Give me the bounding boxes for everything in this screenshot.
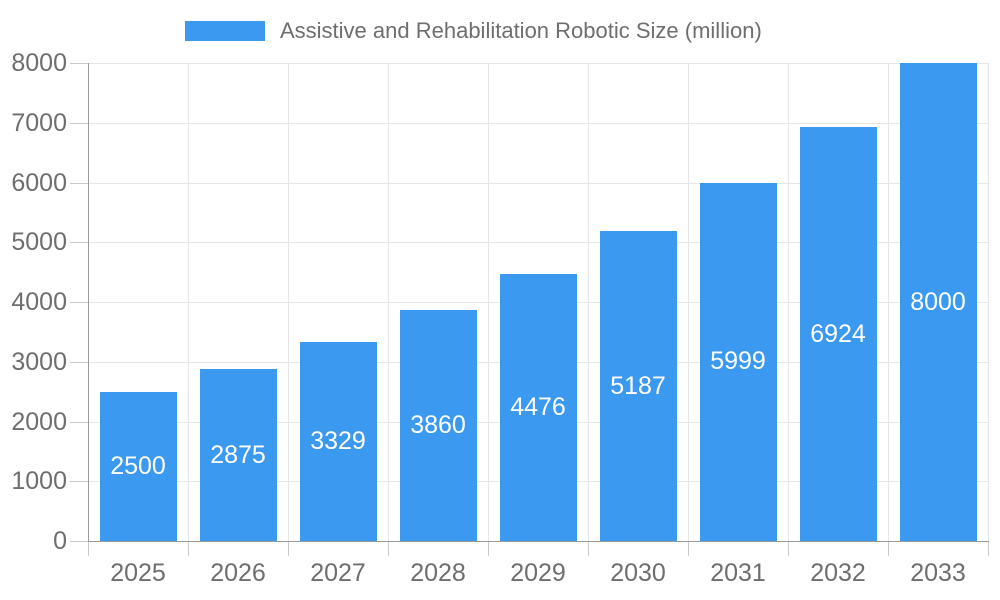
- bar-2025[interactable]: 2500: [99, 391, 177, 541]
- bar-2031[interactable]: 5999: [699, 182, 777, 541]
- x-axis-tick: [188, 541, 189, 556]
- y-axis-line: [88, 63, 89, 541]
- x-axis-tick: [588, 541, 589, 556]
- y-axis-label: 0: [53, 527, 67, 555]
- gridline-vertical: [788, 63, 789, 541]
- x-axis-label-2028: 2028: [410, 559, 466, 587]
- y-axis-tick: [70, 481, 88, 482]
- bar-value-label: 2500: [110, 451, 166, 480]
- bar-value-label: 5999: [710, 347, 766, 376]
- bar-2030[interactable]: 5187: [599, 231, 677, 541]
- bar-value-label: 5187: [610, 371, 666, 400]
- y-axis-tick: [70, 63, 88, 64]
- y-axis-label: 4000: [11, 288, 67, 316]
- x-axis-line: [88, 541, 989, 542]
- y-axis-label: 1000: [11, 467, 67, 495]
- x-axis-label-2030: 2030: [610, 559, 666, 587]
- gridline-vertical: [488, 63, 489, 541]
- gridline-vertical: [588, 63, 589, 541]
- bar-2033[interactable]: 8000: [899, 63, 977, 541]
- bar-2027[interactable]: 3329: [299, 342, 377, 541]
- legend-label: Assistive and Rehabilitation Robotic Siz…: [280, 18, 762, 43]
- gridline-vertical: [288, 63, 289, 541]
- x-axis-tick: [788, 541, 789, 556]
- x-axis-label-2026: 2026: [210, 559, 266, 587]
- x-axis-tick: [88, 541, 89, 556]
- bar-2028[interactable]: 3860: [399, 310, 477, 541]
- y-axis-tick: [70, 302, 88, 303]
- x-axis-tick: [688, 541, 689, 556]
- bar-value-label: 3329: [310, 427, 366, 456]
- bar-2032[interactable]: 6924: [799, 127, 877, 541]
- x-axis-label-2027: 2027: [310, 559, 366, 587]
- y-axis-label: 5000: [11, 228, 67, 256]
- y-axis-tick: [70, 123, 88, 124]
- gridline-vertical: [388, 63, 389, 541]
- gridline-horizontal: [88, 123, 988, 124]
- gridline-horizontal: [88, 183, 988, 184]
- y-axis-label: 8000: [11, 49, 67, 77]
- gridline-horizontal: [88, 63, 988, 64]
- gridline-horizontal: [88, 242, 988, 243]
- x-axis-label-2031: 2031: [710, 559, 766, 587]
- x-axis-tick: [288, 541, 289, 556]
- bar-2029[interactable]: 4476: [499, 273, 577, 541]
- y-axis-tick: [70, 422, 88, 423]
- x-axis-label-2025: 2025: [110, 559, 166, 587]
- bar-value-label: 8000: [910, 287, 966, 316]
- x-axis-label-2029: 2029: [510, 559, 566, 587]
- bar-2026[interactable]: 2875: [199, 369, 277, 541]
- gridline-vertical: [888, 63, 889, 541]
- y-axis-tick: [70, 242, 88, 243]
- y-axis-tick: [70, 541, 88, 542]
- bar-value-label: 2875: [210, 440, 266, 469]
- gridline-vertical: [988, 63, 989, 541]
- y-axis-label: 2000: [11, 408, 67, 436]
- y-axis-label: 6000: [11, 169, 67, 197]
- y-axis-tick: [70, 183, 88, 184]
- x-axis-label-2032: 2032: [810, 559, 866, 587]
- x-axis-tick: [988, 541, 989, 556]
- x-axis-tick: [488, 541, 489, 556]
- y-axis-label: 3000: [11, 348, 67, 376]
- bar-value-label: 4476: [510, 392, 566, 421]
- gridline-vertical: [688, 63, 689, 541]
- x-axis-tick: [388, 541, 389, 556]
- y-axis-label: 7000: [11, 109, 67, 137]
- y-axis-tick: [70, 362, 88, 363]
- chart-legend[interactable]: Assistive and Rehabilitation Robotic Siz…: [185, 16, 762, 46]
- x-axis-label-2033: 2033: [910, 559, 966, 587]
- legend-swatch[interactable]: [185, 21, 265, 41]
- bar-value-label: 3860: [410, 411, 466, 440]
- gridline-vertical: [188, 63, 189, 541]
- x-axis-tick: [888, 541, 889, 556]
- bar-value-label: 6924: [810, 319, 866, 348]
